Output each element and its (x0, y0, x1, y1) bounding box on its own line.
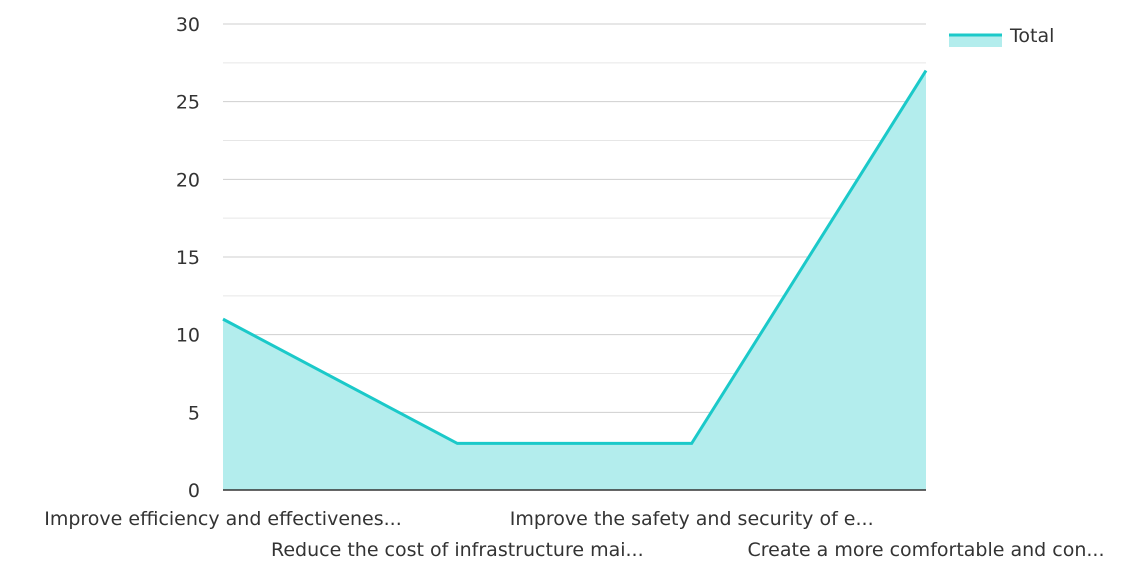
y-tick-label: 25 (176, 92, 200, 114)
area-fill-total (223, 71, 926, 490)
x-category-label: Create a more comfortable and con... (748, 539, 1105, 560)
y-tick-label: 30 (176, 14, 200, 36)
y-tick-label: 15 (176, 247, 200, 269)
y-tick-label: 10 (176, 325, 200, 347)
y-tick-label: 0 (188, 480, 200, 502)
x-category-label: Improve efficiency and effectivenes... (44, 508, 402, 530)
x-category-label: Improve the safety and security of e... (510, 508, 874, 530)
y-tick-label: 20 (176, 169, 200, 191)
legend-label: Total (1009, 25, 1054, 47)
x-category-label: Reduce the cost of infrastructure mai... (271, 539, 644, 560)
legend-swatch-fill (949, 35, 1002, 47)
y-tick-label: 5 (188, 402, 200, 424)
